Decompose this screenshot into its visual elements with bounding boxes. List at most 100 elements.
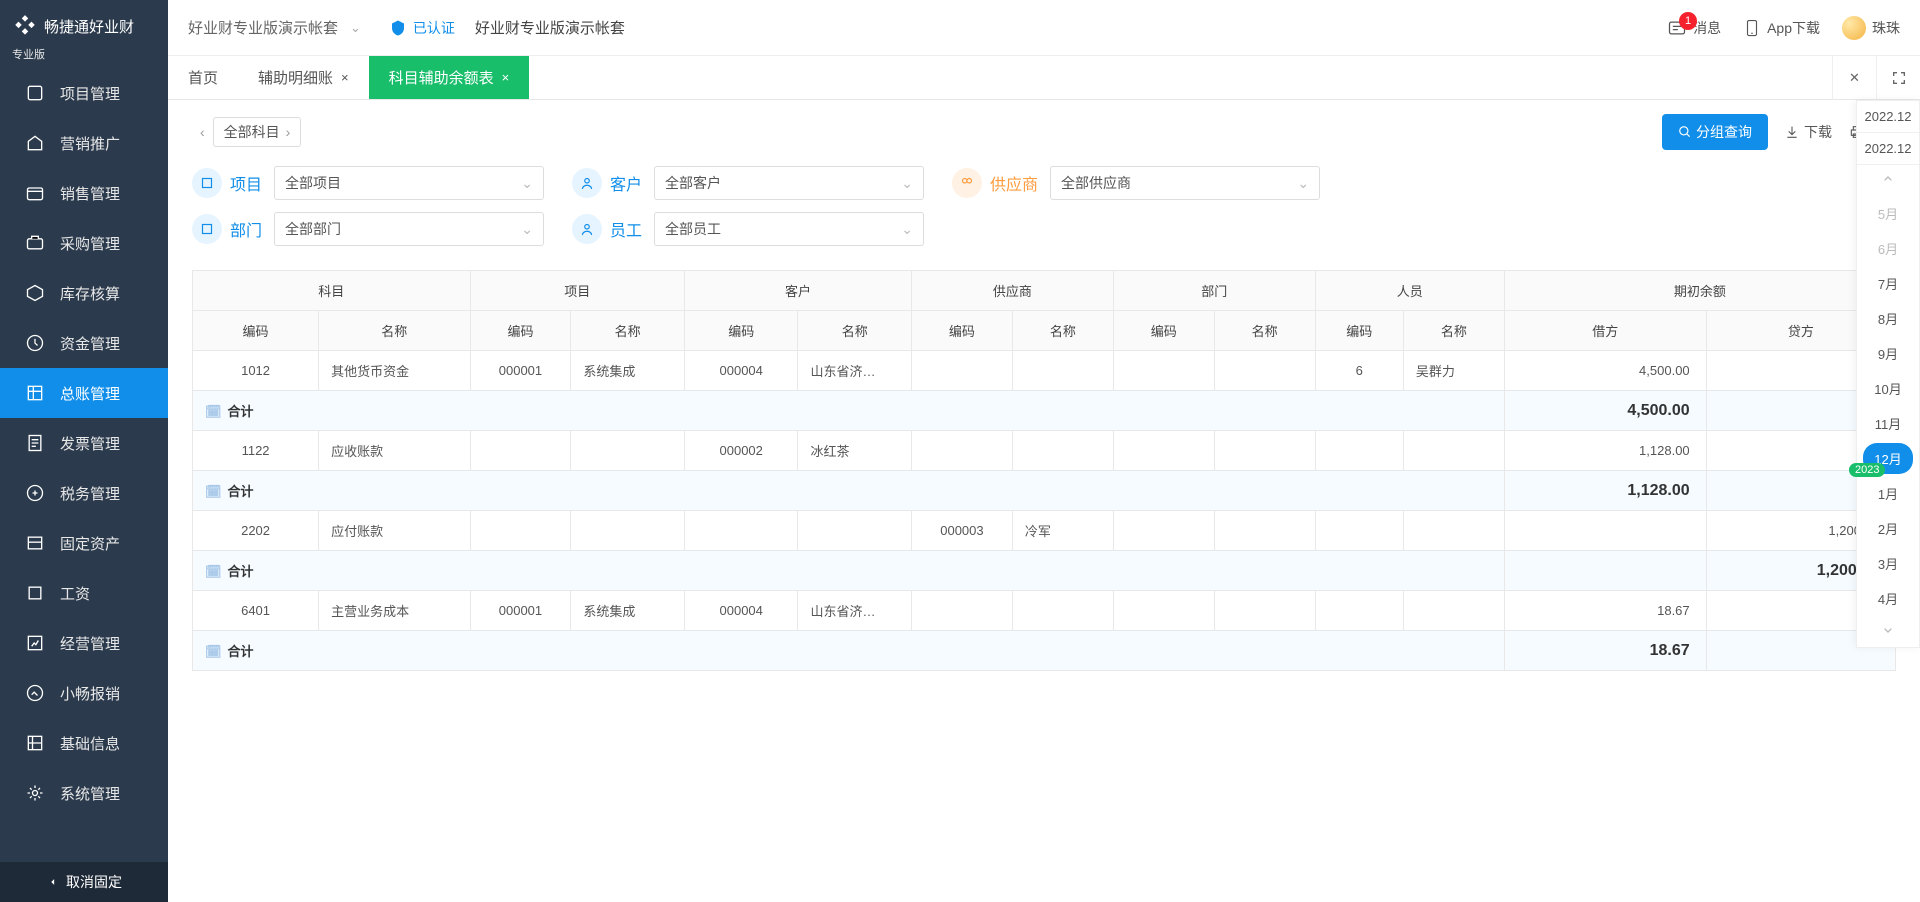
filter-label: 供应商 [952, 168, 1038, 198]
chevron-down-icon: ⌄ [901, 175, 913, 192]
filter-项目: 项目全部项目⌄ [192, 166, 544, 200]
sidebar-item-10[interactable]: 工资 [0, 568, 168, 618]
sidebar-item-5[interactable]: 资金管理 [0, 318, 168, 368]
menu-icon [24, 432, 46, 454]
table-container: › 科目项目客户供应商部门人员期初余额编码名称编码名称编码名称编码名称编码名称编… [168, 270, 1920, 902]
sidebar-item-3[interactable]: 采购管理 [0, 218, 168, 268]
sidebar-item-12[interactable]: 小畅报销 [0, 668, 168, 718]
filter-select[interactable]: 全部部门⌄ [274, 212, 544, 246]
tab-close-button[interactable]: ✕ [1832, 56, 1876, 100]
cell [470, 431, 571, 471]
user-menu[interactable]: 珠珠 [1842, 16, 1900, 40]
sidebar-item-0[interactable]: 项目管理 [0, 68, 168, 118]
table-row[interactable]: 6401主营业务成本000001系统集成000004山东省济…18.67 [193, 591, 1896, 631]
month-item[interactable]: 1月 [1857, 476, 1919, 511]
download-button[interactable]: 下载 [1784, 122, 1832, 142]
cell [911, 431, 1012, 471]
month-item: 6月 [1857, 231, 1919, 266]
table-row[interactable]: 🗓合计1,200.00 [193, 551, 1896, 591]
tab-1[interactable]: 辅助明细账 × [238, 56, 369, 99]
table-row[interactable]: 2202应付账款000003冷军1,200.00 [193, 511, 1896, 551]
filter-label: 客户 [572, 168, 642, 198]
tab-close-icon[interactable]: × [502, 70, 510, 85]
tab-2[interactable]: 科目辅助余额表× [369, 56, 530, 99]
rail-scroll-up[interactable] [1857, 165, 1919, 196]
unpin-button[interactable]: 取消固定 [0, 862, 168, 902]
filter-select[interactable]: 全部项目⌄ [274, 166, 544, 200]
filter-value: 全部客户 [665, 173, 721, 193]
brand-icon [12, 13, 38, 39]
subtotal-debit: 4,500.00 [1504, 391, 1706, 431]
cell [1403, 511, 1504, 551]
cell: 000003 [911, 511, 1012, 551]
month-item[interactable]: 2月 [1857, 511, 1919, 546]
subtotal-label: 合计 [228, 564, 254, 579]
sidebar-item-7[interactable]: 发票管理 [0, 418, 168, 468]
rail-scroll-down[interactable] [1857, 616, 1919, 647]
chevron-down-icon: ⌄ [521, 175, 533, 192]
month-item[interactable]: 10月 [1857, 371, 1919, 406]
menu-icon [24, 782, 46, 804]
sidebar-item-11[interactable]: 经营管理 [0, 618, 168, 668]
group-query-button[interactable]: 分组查询 [1662, 114, 1768, 150]
tab-label: 辅助明细账 [258, 67, 333, 88]
calculator-icon: 🗓 [205, 644, 222, 659]
crumb-current[interactable]: 全部科目 › [213, 117, 302, 147]
crumb-prev[interactable]: ‹ [192, 124, 213, 140]
sidebar-item-8[interactable]: 税务管理 [0, 468, 168, 518]
sidebar-item-6[interactable]: 总账管理 [0, 368, 168, 418]
subtotal-label: 合计 [228, 644, 254, 659]
col-header: 名称 [1012, 311, 1113, 351]
month-item[interactable]: 3月 [1857, 546, 1919, 581]
menu-label: 项目管理 [60, 83, 120, 104]
shield-icon [389, 19, 407, 37]
sidebar-item-13[interactable]: 基础信息 [0, 718, 168, 768]
sidebar-item-1[interactable]: 营销推广 [0, 118, 168, 168]
month-item[interactable]: 11月 [1857, 406, 1919, 441]
messages-button[interactable]: 1 消息 [1667, 18, 1721, 38]
table-row[interactable]: 1122应收账款000002冰红茶1,128.00 [193, 431, 1896, 471]
app-download-label: App下载 [1767, 18, 1820, 38]
cell: 000004 [684, 591, 798, 631]
tab-close-icon[interactable]: × [341, 70, 349, 85]
filter-select[interactable]: 全部员工⌄ [654, 212, 924, 246]
period-selector[interactable]: 2022.12 [1857, 101, 1919, 133]
fullscreen-button[interactable] [1876, 56, 1920, 100]
unpin-icon [46, 875, 60, 889]
app-download-button[interactable]: App下载 [1743, 18, 1820, 38]
year-tag: 2023 [1849, 463, 1885, 477]
tabs: 首页辅助明细账×科目辅助余额表× ✕ [168, 56, 1920, 100]
month-item[interactable]: 4月 [1857, 581, 1919, 616]
chevron-down-icon: ⌄ [1297, 175, 1309, 192]
sidebar-item-14[interactable]: 系统管理 [0, 768, 168, 818]
table-row[interactable]: 🗓合计1,128.00 [193, 471, 1896, 511]
filter-select[interactable]: 全部客户 ⌄ [654, 166, 924, 200]
filter-label: 员工 [572, 214, 642, 244]
cell [470, 511, 571, 551]
calculator-icon: 🗓 [205, 484, 222, 499]
sidebar-item-2[interactable]: 销售管理 [0, 168, 168, 218]
table-row[interactable]: 🗓合计4,500.00 [193, 391, 1896, 431]
month-item[interactable]: 9月 [1857, 336, 1919, 371]
sidebar-item-4[interactable]: 库存核算 [0, 268, 168, 318]
menu-icon [24, 482, 46, 504]
table-row[interactable]: 1012其他货币资金000001系统集成000004山东省济…6吴群力4,500… [193, 351, 1896, 391]
cell [1403, 431, 1504, 471]
col-group-header: 部门 [1113, 271, 1315, 311]
month-item[interactable]: 7月 [1857, 266, 1919, 301]
cell [1315, 431, 1403, 471]
tab-0[interactable]: 首页 [168, 56, 238, 99]
cell: 2202 [193, 511, 319, 551]
col-header: 编码 [470, 311, 571, 351]
tab-label: 首页 [188, 67, 218, 88]
col-group-header: 期初余额 [1504, 271, 1895, 311]
filter-select[interactable]: 全部供应商⌄ [1050, 166, 1320, 200]
period-selector[interactable]: 2022.12 [1857, 133, 1919, 165]
table-row[interactable]: 🗓合计18.67 [193, 631, 1896, 671]
sidebar-item-9[interactable]: 固定资产 [0, 518, 168, 568]
account-dropdown-icon[interactable]: ⌄ [350, 20, 361, 36]
month-item: 5月 [1857, 196, 1919, 231]
cell [1315, 591, 1403, 631]
account-name[interactable]: 好业财专业版演示帐套 [188, 17, 338, 38]
month-item[interactable]: 8月 [1857, 301, 1919, 336]
